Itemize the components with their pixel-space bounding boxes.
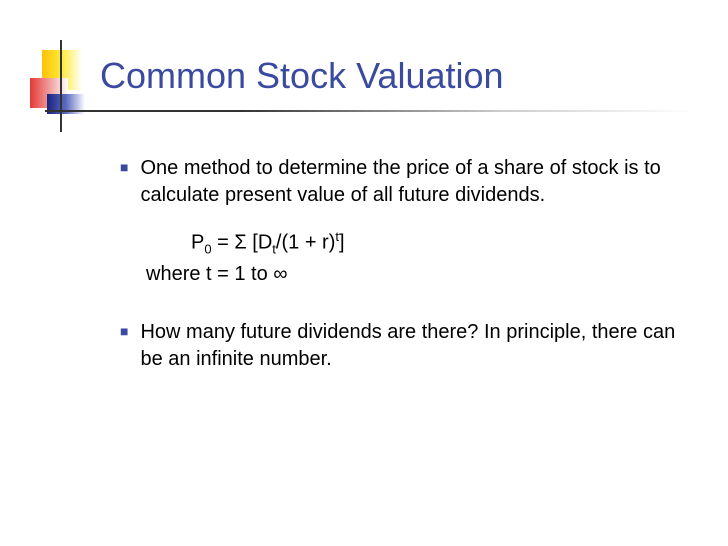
- bullet-text-1: One method to determine the price of a s…: [140, 155, 680, 209]
- where-prefix: where t = 1 to: [146, 263, 273, 285]
- slide-content: ■ One method to determine the price of a…: [120, 155, 680, 381]
- formula-divisor: /(1 + r): [276, 232, 335, 254]
- formula-p-sub: 0: [204, 242, 211, 257]
- formula-p: P: [191, 232, 204, 254]
- horizontal-line: [45, 110, 695, 112]
- bullet-marker: ■: [120, 159, 128, 209]
- formula-eq-sigma: = Σ [D: [212, 232, 273, 254]
- bullet-item-1: ■ One method to determine the price of a…: [120, 155, 680, 209]
- formula-equation: P0 = Σ [Dt/(1 + r)t]: [191, 227, 680, 259]
- formula-where: where t = 1 to ∞: [146, 259, 680, 289]
- slide-title: Common Stock Valuation: [100, 55, 504, 97]
- bullet-text-2: How many future dividends are there? In …: [140, 319, 680, 373]
- bullet-marker: ■: [120, 323, 128, 373]
- bullet-item-2: ■ How many future dividends are there? I…: [120, 319, 680, 373]
- infinity-symbol: ∞: [273, 263, 287, 285]
- formula-block: P0 = Σ [Dt/(1 + r)t] where t = 1 to ∞: [146, 227, 680, 289]
- vertical-line: [60, 40, 62, 132]
- formula-close: ]: [339, 232, 345, 254]
- spacer: [120, 307, 680, 319]
